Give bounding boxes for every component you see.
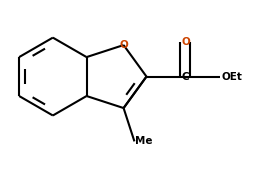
- Text: Me: Me: [135, 136, 153, 146]
- Text: OEt: OEt: [222, 72, 242, 82]
- Text: O: O: [181, 37, 190, 47]
- Text: C: C: [182, 72, 189, 82]
- Text: O: O: [119, 40, 128, 50]
